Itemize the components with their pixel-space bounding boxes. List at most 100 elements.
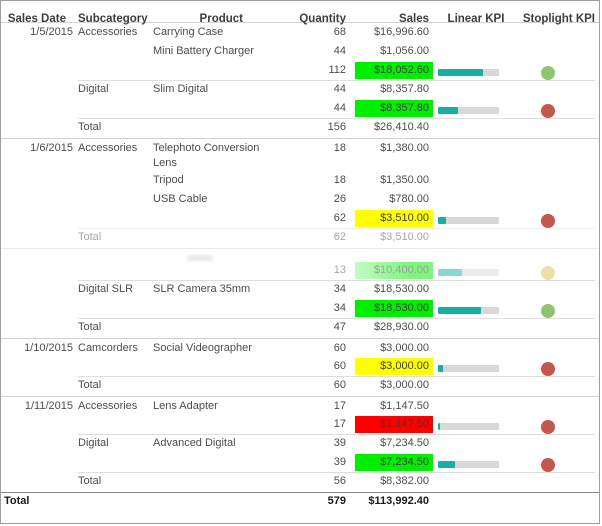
- table-row: 62 $3,510.00: [1, 209, 599, 228]
- table-row: Digital Advanced Digital 39 $7,234.50: [1, 434, 599, 453]
- subcategory-cell: [75, 357, 149, 376]
- sales-cell: $7,234.50: [347, 453, 433, 472]
- linear-kpi-cell: [433, 23, 513, 42]
- sales-cell: $3,510.00: [347, 209, 433, 228]
- sales-date-cell: [1, 99, 75, 118]
- stoplight-indicator-yellow: [541, 266, 555, 280]
- quantity-cell: 60: [333, 342, 346, 354]
- sales-cell: $18,530.00: [373, 283, 429, 295]
- product-cell: [149, 376, 251, 396]
- table-row: Digital SLR SLR Camera 35mm 34 $18,530.00: [1, 280, 599, 299]
- stoplight-kpi-cell: [513, 42, 599, 61]
- linear-kpi-bar: [438, 69, 499, 76]
- product-cell: [149, 299, 251, 318]
- sales-kpi-highlight-green: $18,052.60: [355, 62, 433, 79]
- product-cell: Telephoto Conversion Lens: [153, 142, 260, 169]
- linear-kpi-bar-fill: [438, 423, 440, 430]
- linear-kpi-bar: [438, 365, 499, 372]
- sales-date-cell: [1, 318, 75, 338]
- sales-date-cell: [1, 42, 75, 61]
- quantity-cell: 44: [333, 102, 346, 114]
- table-row: [1, 248, 599, 261]
- sales-cell: $18,052.60: [347, 61, 433, 80]
- linear-kpi-bar: [438, 423, 499, 430]
- stoplight-kpi-cell: [513, 376, 599, 396]
- sales-cell: $10,400.00: [347, 261, 433, 280]
- sales-date-cell: [1, 376, 75, 396]
- linear-kpi-cell: [433, 99, 513, 118]
- sales-kpi-highlight-green: $18,530.00: [355, 300, 433, 317]
- stoplight-kpi-cell: [513, 118, 599, 138]
- sales-cell: $16,996.60: [373, 26, 429, 38]
- table-row: 39 $7,234.50: [1, 453, 599, 472]
- subcategory-cell: [75, 453, 149, 472]
- stoplight-indicator-green: [541, 304, 555, 318]
- sales-date-cell: 1/5/2015: [30, 26, 73, 38]
- product-cell: Lens Adapter: [153, 400, 218, 412]
- sales-kpi-highlight-green: $7,234.50: [355, 454, 433, 471]
- quantity-cell: 60: [333, 360, 346, 372]
- stoplight-indicator-red: [541, 362, 555, 376]
- linear-kpi-cell: [433, 261, 513, 280]
- subcategory-cell: Digital SLR: [78, 283, 134, 295]
- stoplight-kpi-cell: [513, 434, 599, 453]
- total-label: Total: [78, 321, 102, 333]
- table-header-row: Sales Date Subcategory Product Quantity Sale…: [1, 1, 599, 25]
- product-cell: [149, 415, 251, 434]
- subcategory-cell: [75, 261, 149, 280]
- subcategory-cell: Accessories: [78, 26, 138, 38]
- product-cell: [149, 118, 251, 138]
- table-row: Total 62 $3,510.00: [1, 228, 599, 248]
- linear-kpi-cell: [433, 415, 513, 434]
- sales-date-cell: [1, 228, 75, 248]
- quantity-cell: 17: [333, 400, 346, 412]
- sales-date-cell: [1, 61, 75, 80]
- subcategory-cell: [75, 415, 149, 434]
- table-row: 1/10/2015 Camcorders Social Videographer 60…: [1, 338, 599, 357]
- stoplight-kpi-cell: [513, 357, 599, 376]
- sales-date-cell: 1/10/2015: [24, 342, 73, 354]
- sales-date-cell: [1, 190, 75, 209]
- subcategory-cell: [75, 42, 149, 61]
- sales-cell: $8,357.80: [380, 83, 429, 95]
- subcategory-cell: [75, 171, 149, 190]
- quantity-cell: 60: [333, 379, 346, 391]
- grand-total-label: Total: [4, 495, 30, 507]
- sales-cell: $28,930.00: [373, 321, 429, 333]
- linear-kpi-cell: [433, 61, 513, 80]
- stoplight-kpi-cell: [513, 80, 599, 99]
- linear-kpi-cell: [433, 453, 513, 472]
- sales-date-cell: [1, 118, 75, 138]
- stoplight-kpi-cell: [513, 397, 599, 415]
- product-cell: [149, 357, 251, 376]
- product-cell: Carrying Case: [153, 26, 224, 38]
- stoplight-kpi-cell: [513, 493, 599, 508]
- subcategory-cell: [75, 61, 149, 80]
- product-cell: Tripod: [153, 174, 184, 186]
- stoplight-kpi-cell: [513, 190, 599, 209]
- product-cell: Mini Battery Charger: [153, 45, 254, 57]
- column-header-product: Product: [199, 13, 243, 25]
- linear-kpi-bar-fill: [438, 461, 456, 468]
- linear-kpi-bar-fill: [438, 217, 446, 224]
- sales-date-cell: [1, 434, 75, 453]
- subcategory-cell: [75, 209, 149, 228]
- subcategory-cell: Digital: [78, 83, 109, 95]
- stoplight-kpi-cell: [513, 139, 599, 171]
- table-row: 1/11/2015 Accessories Lens Adapter 17 $1,147…: [1, 396, 599, 415]
- stoplight-indicator-green: [541, 66, 555, 80]
- sales-cell: $1,147.50: [347, 415, 433, 434]
- sales-date-cell: [1, 299, 75, 318]
- sales-cell: $1,380.00: [380, 142, 429, 154]
- quantity-cell: 62: [333, 212, 346, 224]
- linear-kpi-cell: [433, 434, 513, 453]
- product-cell: [149, 61, 251, 80]
- table-row: Tripod 18 $1,350.00: [1, 171, 599, 190]
- product-cell: [149, 493, 251, 508]
- sales-cell: $1,147.50: [380, 400, 429, 412]
- sales-date-cell: [1, 171, 75, 190]
- sales-kpi-highlight-yellow: $3,510.00: [355, 210, 433, 227]
- column-header-subcategory: Subcategory: [78, 13, 148, 25]
- total-label: Total: [78, 121, 102, 133]
